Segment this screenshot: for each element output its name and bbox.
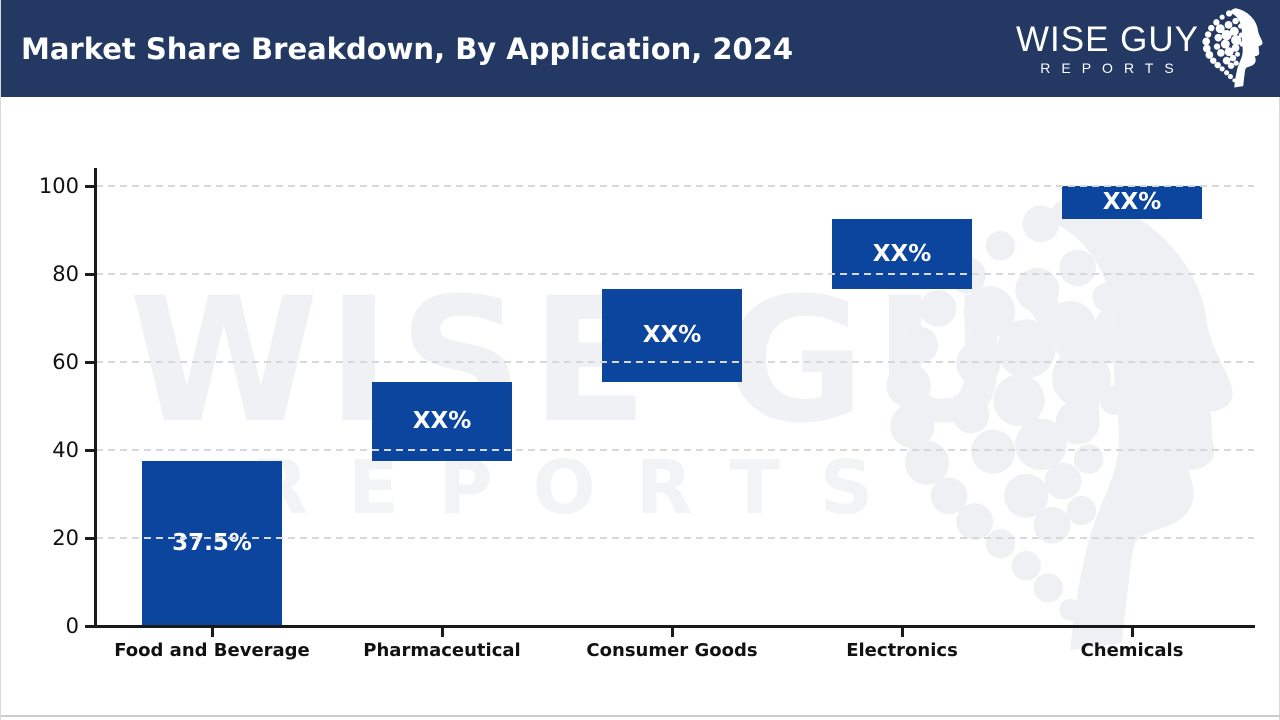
- bar-value-label: XX%: [1102, 189, 1162, 215]
- y-axis-tick-label: 80: [52, 262, 79, 286]
- y-axis-tick-label: 0: [65, 614, 79, 638]
- bar-value-label: 37.5%: [172, 530, 252, 556]
- y-axis-tick: [85, 361, 94, 364]
- x-axis-line: [94, 625, 1255, 628]
- y-axis-line: [94, 168, 97, 628]
- bar-electronics: XX%: [832, 219, 972, 290]
- y-axis-tick-label: 100: [38, 174, 79, 198]
- y-axis-tick: [85, 273, 94, 276]
- y-axis-tick: [85, 537, 94, 540]
- bar-food-and-beverage: 37.5%: [142, 461, 282, 626]
- x-axis-tick: [441, 628, 444, 637]
- bar-chemicals: XX%: [1062, 186, 1202, 219]
- bar-value-label: XX%: [642, 322, 702, 349]
- y-axis-tick: [85, 185, 94, 188]
- y-axis-tick-label: 60: [52, 350, 79, 374]
- watermark-reports-text: REPORTS: [251, 445, 914, 531]
- y-axis-tick: [85, 625, 94, 628]
- x-axis-category-label: Electronics: [846, 640, 958, 661]
- gridline-20: [96, 537, 1254, 539]
- brand-subtitle: REPORTS: [1040, 59, 1185, 76]
- bar-consumer-goods: XX%: [602, 289, 742, 382]
- brand-logo-text: WISE GUY REPORTS: [1016, 22, 1199, 76]
- footer-divider: [1, 715, 1280, 717]
- header: Market Share Breakdown, By Application, …: [1, 0, 1280, 97]
- brand-head-icon: [1201, 7, 1265, 90]
- x-axis-tick: [211, 628, 214, 637]
- brand-logo: WISE GUY REPORTS: [1016, 7, 1265, 90]
- x-axis-category-label: Chemicals: [1080, 640, 1184, 661]
- y-axis-tick: [85, 449, 94, 452]
- bar-value-label: XX%: [412, 407, 472, 434]
- bar-value-label: XX%: [872, 240, 932, 267]
- x-axis-tick: [671, 628, 674, 637]
- x-axis-tick: [1131, 628, 1134, 637]
- y-axis-tick-label: 20: [52, 526, 79, 550]
- gridline-40: [96, 449, 1254, 451]
- x-axis-tick: [901, 628, 904, 637]
- x-axis-category-label: Food and Beverage: [114, 640, 310, 661]
- gridline-100: [96, 185, 1254, 187]
- y-axis-tick-label: 40: [52, 438, 79, 462]
- brand-name: WISE GUY: [1015, 19, 1199, 59]
- bar-pharmaceutical: XX%: [372, 381, 512, 461]
- x-axis-category-label: Pharmaceutical: [363, 640, 521, 661]
- gridline-60: [96, 361, 1254, 363]
- gridline-80: [96, 273, 1254, 275]
- x-axis-category-label: Consumer Goods: [586, 640, 758, 661]
- page-title: Market Share Breakdown, By Application, …: [21, 31, 794, 66]
